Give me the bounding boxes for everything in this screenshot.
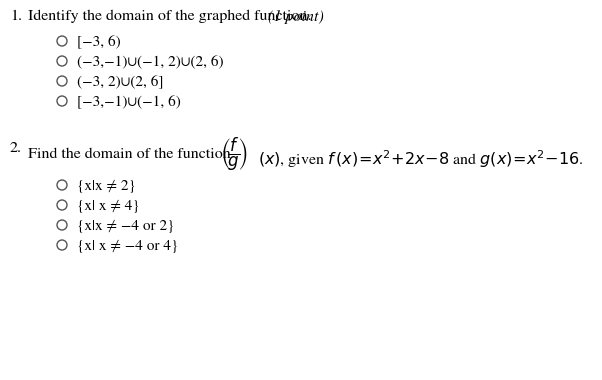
Text: {x| x ≠ 4}: {x| x ≠ 4}	[77, 200, 140, 214]
Text: (1 point): (1 point)	[268, 10, 324, 24]
Text: $(x)$, given $f\,(x)\!=\!x^2\!+\!2x\!-\!8$ and $g(x)\!=\!x^2\!-\!16$.: $(x)$, given $f\,(x)\!=\!x^2\!+\!2x\!-\!…	[258, 148, 584, 170]
Text: {x|x ≠ −4 or 2}: {x|x ≠ −4 or 2}	[77, 220, 175, 233]
Text: 2.: 2.	[10, 142, 22, 155]
Text: Find the domain of the function: Find the domain of the function	[28, 148, 231, 161]
Text: {x| x ≠ −4 or 4}: {x| x ≠ −4 or 4}	[77, 240, 178, 253]
Text: (−3,−1)∪(−1, 2)∪(2, 6): (−3,−1)∪(−1, 2)∪(2, 6)	[77, 56, 223, 70]
Text: Identify the domain of the graphed function.: Identify the domain of the graphed funct…	[28, 10, 311, 24]
Text: (−3, 2)∪(2, 6]: (−3, 2)∪(2, 6]	[77, 76, 164, 90]
Text: 1.: 1.	[10, 10, 22, 24]
Text: {x|x ≠ 2}: {x|x ≠ 2}	[77, 180, 136, 193]
Text: [−3, 6): [−3, 6)	[77, 36, 121, 50]
Text: $\left(\!\dfrac{f}{g}\!\right)$: $\left(\!\dfrac{f}{g}\!\right)$	[220, 135, 247, 173]
Text: [−3,−1)∪(−1, 6): [−3,−1)∪(−1, 6)	[77, 96, 181, 109]
